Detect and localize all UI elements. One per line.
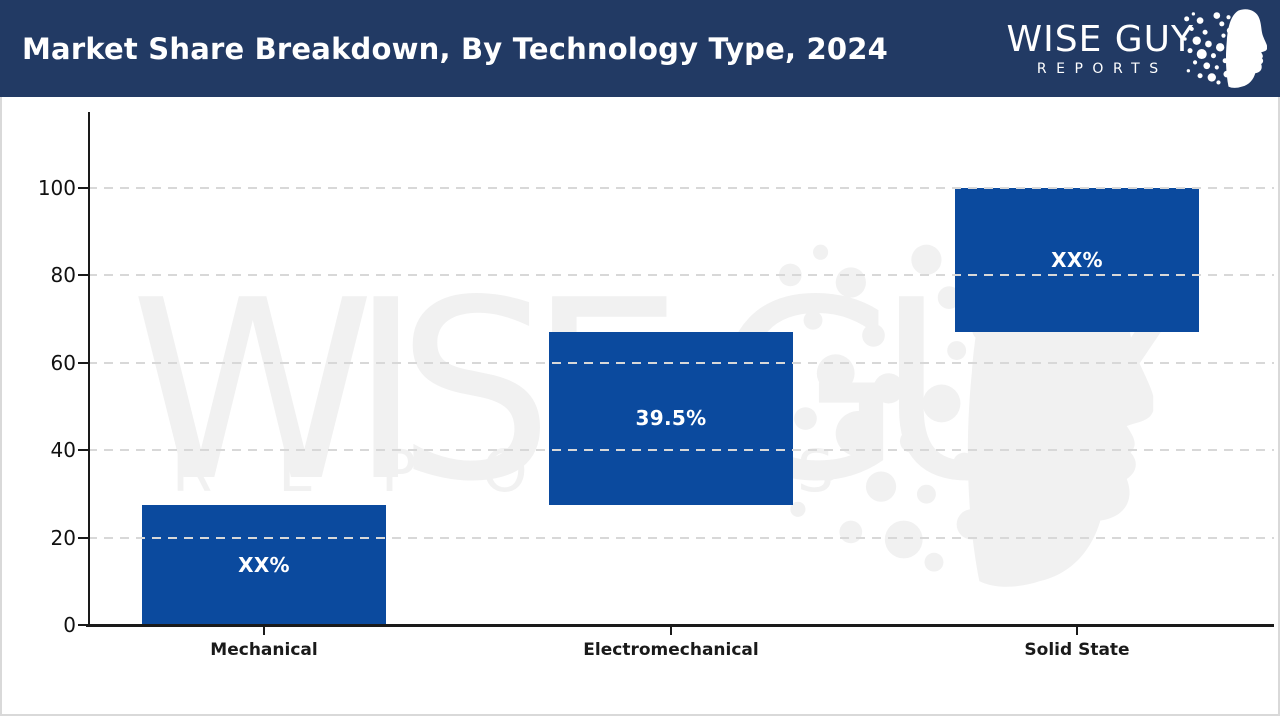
- y-axis-tick: [78, 536, 88, 539]
- x-axis-tick: [670, 627, 672, 635]
- bar-value-label-mechanical: XX%: [238, 552, 290, 577]
- x-axis-label-mechanical: Mechanical: [210, 640, 318, 660]
- y-axis-tick-label: 100: [37, 175, 76, 200]
- bar-mechanical: XX%: [142, 504, 386, 625]
- y-axis-tick: [78, 361, 88, 364]
- page-left-border: [0, 97, 2, 716]
- y-axis-tick-label: 60: [50, 350, 76, 375]
- y-axis-line: [88, 112, 90, 627]
- x-axis-tick: [263, 627, 265, 635]
- page-title: Market Share Breakdown, By Technology Ty…: [22, 31, 889, 66]
- y-axis-tick-label: 80: [50, 263, 76, 287]
- x-axis-label-electromechanical: Electromechanical: [583, 640, 759, 660]
- y-axis-tick-label: 20: [50, 525, 76, 550]
- x-axis-label-solid-state: Solid State: [1024, 640, 1130, 660]
- gridline: [88, 274, 1274, 276]
- gridline: [88, 186, 1274, 189]
- gridline: [88, 536, 1274, 539]
- y-axis-tick: [78, 449, 88, 451]
- header-bar: Market Share Breakdown, By Technology Ty…: [0, 0, 1280, 97]
- logo-tagline: REPORTS: [1036, 60, 1168, 77]
- page-bottom-border: [0, 714, 1280, 716]
- bar-solid-state: XX%: [955, 187, 1199, 332]
- y-axis-tick-label: 0: [63, 613, 76, 637]
- bar-value-label-electromechanical: 39.5%: [635, 406, 707, 431]
- wiseguy-logo: WISE GUY REPORTS: [1007, 0, 1273, 97]
- page-right-border: [1278, 97, 1280, 716]
- bar-electromechanical: 39.5%: [549, 331, 793, 505]
- logo-text: WISE GUY REPORTS: [1006, 18, 1195, 77]
- y-axis-tick: [78, 186, 88, 189]
- gridline: [88, 361, 1274, 364]
- y-axis-tick: [78, 274, 88, 276]
- bar-value-label-solid-state: XX%: [1051, 247, 1103, 272]
- x-axis-tick: [1076, 627, 1078, 635]
- y-axis-tick-label: 40: [50, 438, 76, 462]
- x-axis-line: [86, 624, 1274, 627]
- y-axis-tick: [78, 624, 88, 626]
- logo-name: WISE GUY: [1006, 18, 1194, 60]
- gridline: [88, 449, 1274, 451]
